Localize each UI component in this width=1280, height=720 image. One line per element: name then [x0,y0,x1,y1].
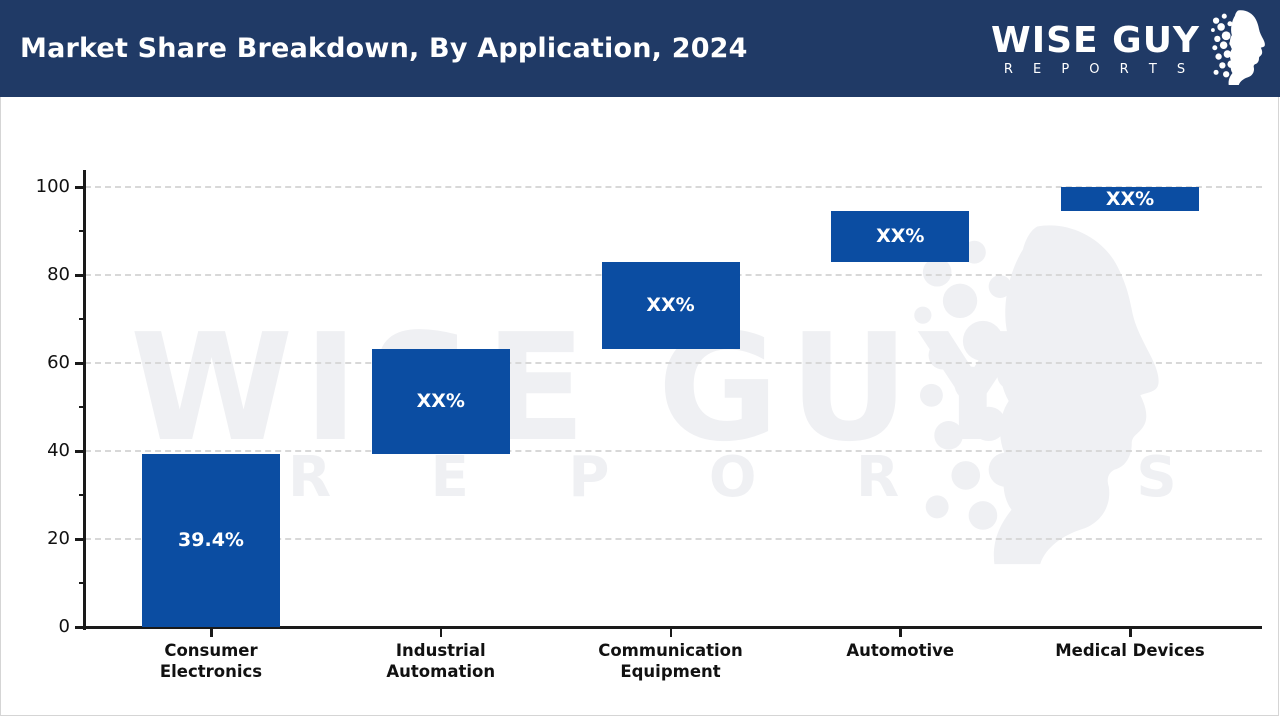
y-tick-60 [75,362,84,365]
gridline-y40 [85,450,1262,452]
bar-consumer-electronics: 39.4% [142,453,280,627]
bar-value-label: XX% [876,225,925,248]
y-tick-80 [75,274,84,277]
x-category-label-1: Industrial Automation [386,641,496,681]
y-tick-label-100: 100 [35,176,70,197]
content-frame [0,97,1279,716]
bar-industrial-automation: XX% [371,348,510,454]
y-tick-40 [75,450,84,453]
bar-value-label: XX% [416,390,465,413]
x-tick-3 [899,629,902,637]
y-tick-label-20: 20 [47,528,70,549]
y-tick-label-40: 40 [47,440,70,461]
x-category-label-4: Medical Devices [1055,641,1205,660]
x-category-label-2: Communication Equipment [598,641,743,681]
x-category-label-3: Automotive [846,641,955,660]
watermark-layer: WISE GUY R E P O R T S [0,97,1280,717]
bar-value-label: XX% [1105,188,1155,211]
y-minor-tick-50 [79,406,84,408]
page-title: Market Share Breakdown, By Application, … [20,33,748,64]
bar-medical-devices: XX% [1061,187,1199,212]
gridline-y100 [85,186,1262,188]
y-minor-tick-10 [79,582,84,584]
x-tick-0 [210,629,213,637]
x-tick-2 [669,629,672,637]
gridline-y20 [85,538,1262,540]
x-tick-1 [439,629,443,637]
y-tick-20 [75,538,84,541]
gridline-y60 [85,362,1262,364]
logo-wordmark: WISE GUY [990,20,1200,61]
y-minor-tick-90 [79,230,84,232]
y-tick-100 [75,186,84,189]
x-tick-4 [1129,629,1132,637]
y-minor-tick-30 [79,494,84,496]
logo-text: WISE GUY R E P O R T S [990,20,1200,78]
wise-guy-logo: WISE GUY R E P O R T S [991,6,1268,92]
y-minor-tick-70 [79,318,84,320]
bar-value-label: XX% [646,294,695,317]
bar-automotive: XX% [831,211,970,262]
wise-guy-head-icon [1211,10,1265,85]
y-tick-label-60: 60 [47,352,70,373]
y-axis-line [83,170,86,630]
x-axis-line [83,626,1262,629]
x-category-label-0: Consumer Electronics [159,641,263,681]
bar-value-label: 39.4% [178,529,244,552]
header-bar: Market Share Breakdown, By Application, … [0,0,1280,97]
bar-communication-equipment: XX% [601,261,740,349]
wise-guy-head-watermark-icon [914,225,1159,565]
y-tick-label-0: 0 [58,616,70,637]
y-tick-label-80: 80 [47,264,70,285]
y-tick-0 [75,626,84,629]
logo-subtitle: R E P O R T S [1003,62,1194,77]
watermark-wordmark: WISE GUY [130,302,1037,474]
